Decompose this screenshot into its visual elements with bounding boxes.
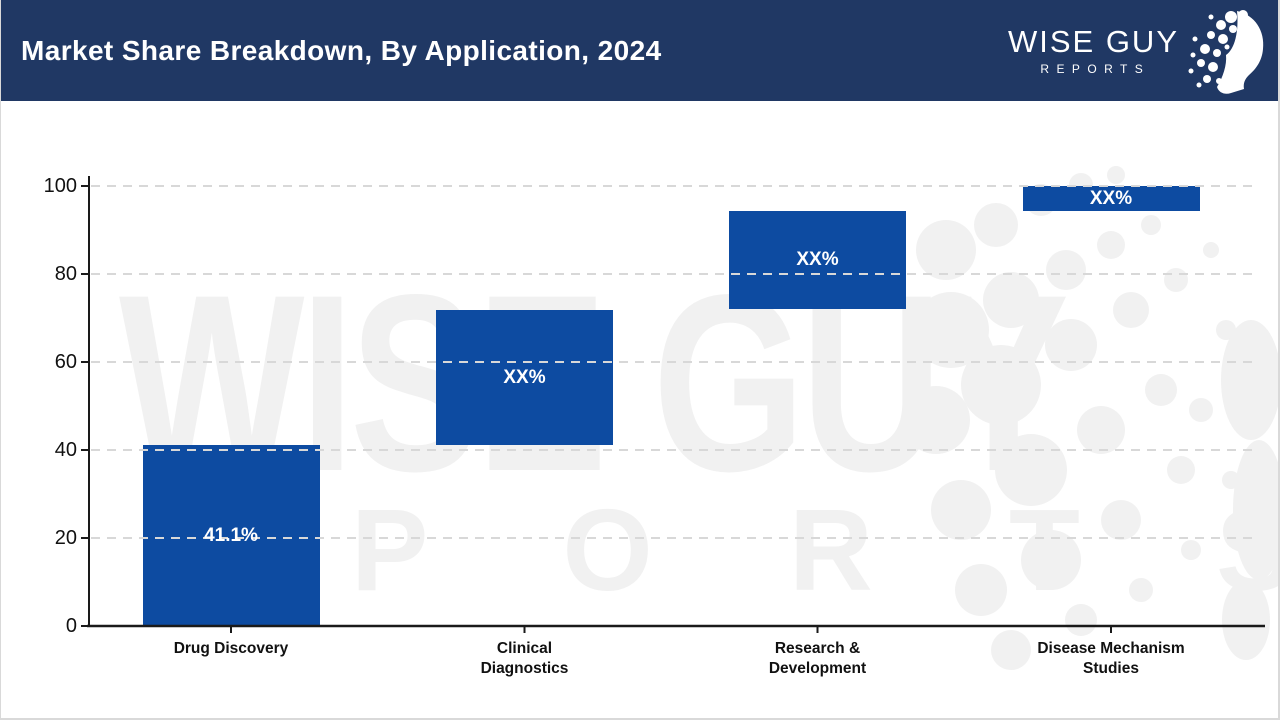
watermark-head-dots [902,166,1278,670]
category-label-2: Clinical Diagnostics [480,640,569,677]
bar-value-label: XX% [796,249,839,271]
category-label-3: Research & Development [768,640,867,677]
ytick-label-60: 60 [54,351,77,373]
category-label-4: Disease Mechanism Studies [1037,640,1185,677]
ytick-label-20: 20 [54,527,77,549]
logo-sub-text: REPORTS [1040,61,1151,76]
ytick-label-40: 40 [54,439,77,461]
header-bar: Market Share Breakdown, By Application, … [1,0,1278,101]
logo-wordmark: WISE GUY REPORTS [1008,26,1179,76]
ytick-label-0: 0 [65,615,77,637]
bar-value-label: 41.1% [204,524,258,546]
bar-2: XX% [436,310,613,446]
bar-value-label: XX% [503,366,546,388]
logo-main-text: WISE GUY [1007,23,1179,59]
ytick-label-80: 80 [54,263,77,285]
logo-head-icon [1188,9,1264,94]
bar-value-label: XX% [1089,187,1133,209]
bar-3: XX% [729,211,906,310]
wiseguy-logo: WISE GUY REPORTS [1008,7,1267,95]
category-label-1: Drug Discovery [173,640,289,657]
bar-1: 41.1% [142,445,320,626]
bar-4: XX% [1022,186,1200,212]
chart-title: Market Share Breakdown, By Application, … [21,34,662,66]
ytick-label-100: 100 [43,175,77,197]
